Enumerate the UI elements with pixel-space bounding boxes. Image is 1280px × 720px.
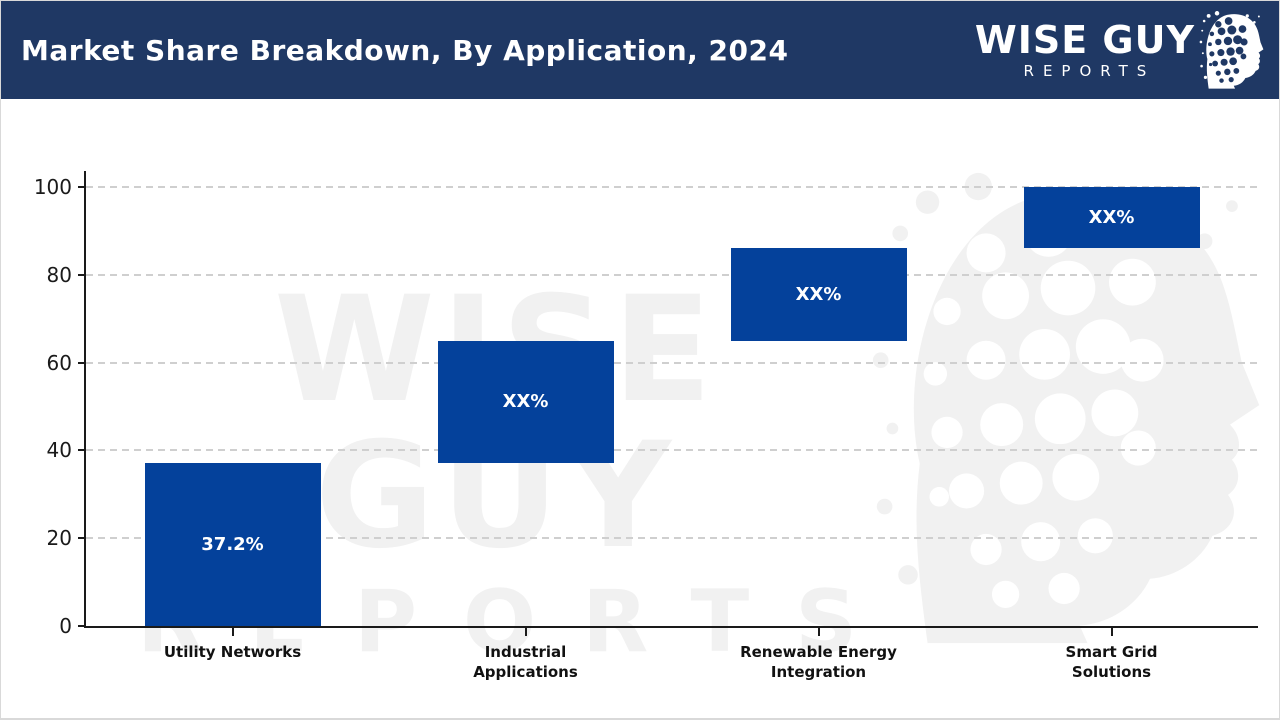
x-category-label-line: Applications [473,663,578,681]
x-category-label-line: Renewable Energy [740,643,897,661]
y-axis-line [84,171,86,628]
logo-wordmark: WISE GUY REPORTS [975,21,1195,80]
plot-area: 0 20 40 60 80 100 37.2% Utility Networks XX% Indu… [1,99,1279,718]
bar-utility-networks: 37.2% [144,462,321,626]
bar-value-label-utility-networks: 37.2% [201,533,264,555]
bar-renewable-energy-integration: XX% [730,248,907,341]
gridline-60 [86,361,1258,364]
gridline-40 [86,449,1258,452]
bar-value-label-industrial-applications: XX% [502,391,549,413]
wiseguy-logo: WISE GUY REPORTS [975,10,1265,90]
y-tick-80 [78,273,86,276]
x-category-label-line: Integration [770,663,867,681]
x-category-label-line: Industrial [484,643,567,661]
y-tick-label-20: 20 [46,526,72,551]
x-category-label-smart-grid-solutions: Smart Grid Solutions [965,642,1258,682]
x-axis-line [84,626,1258,628]
x-category-label-renewable-energy-integration: Renewable Energy Integration [672,642,965,682]
logo-secondary-text: REPORTS [1023,61,1156,80]
x-category-label-line: Smart Grid [1065,643,1158,661]
x-tick-smart-grid-solutions [1110,628,1113,636]
chart-canvas: WISE GUY REPORTS 02040608010037.2%Utilit… [1,99,1279,718]
gridline-100 [86,186,1258,188]
page-title: Market Share Breakdown, By Application, … [21,33,789,67]
gridline-20 [86,537,1258,540]
y-tick-100 [78,186,86,188]
x-category-label-industrial-applications: Industrial Applications [379,642,672,682]
y-tick-40 [78,449,86,452]
face-profile-icon [1195,10,1265,90]
bar-industrial-applications: XX% [437,340,614,463]
y-tick-label-100: 100 [33,175,72,199]
bar-value-label-renewable-energy-integration: XX% [795,284,842,306]
y-tick-label-40: 40 [46,438,72,463]
x-tick-industrial-applications [524,628,527,636]
x-category-label-line: Solutions [1071,663,1152,681]
y-tick-0 [78,625,86,627]
y-tick-label-80: 80 [46,262,72,287]
y-tick-20 [78,537,86,540]
x-tick-utility-networks [231,628,234,636]
bar-smart-grid-solutions: XX% [1023,187,1200,249]
bar-value-label-smart-grid-solutions: XX% [1088,207,1135,229]
y-tick-label-0: 0 [59,614,72,638]
y-tick-60 [78,361,86,364]
y-tick-label-60: 60 [46,350,72,375]
x-tick-renewable-energy-integration [817,628,820,636]
x-category-label-utility-networks: Utility Networks [86,642,379,662]
logo-primary-text: WISE GUY [974,17,1195,62]
gridline-80 [86,273,1258,276]
x-category-label-line: Utility Networks [163,643,302,661]
header-bar: Market Share Breakdown, By Application, … [1,1,1279,99]
